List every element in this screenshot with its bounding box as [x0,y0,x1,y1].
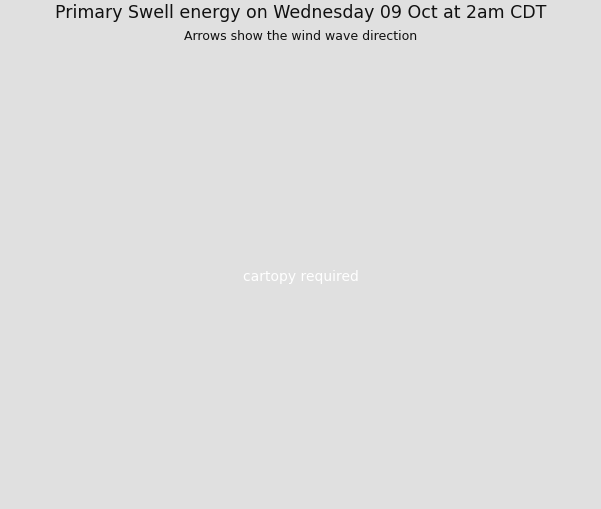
Text: Primary Swell energy on Wednesday 09 Oct at 2am CDT: Primary Swell energy on Wednesday 09 Oct… [55,5,546,22]
Text: Arrows show the wind wave direction: Arrows show the wind wave direction [184,30,417,43]
Text: cartopy required: cartopy required [243,270,358,284]
